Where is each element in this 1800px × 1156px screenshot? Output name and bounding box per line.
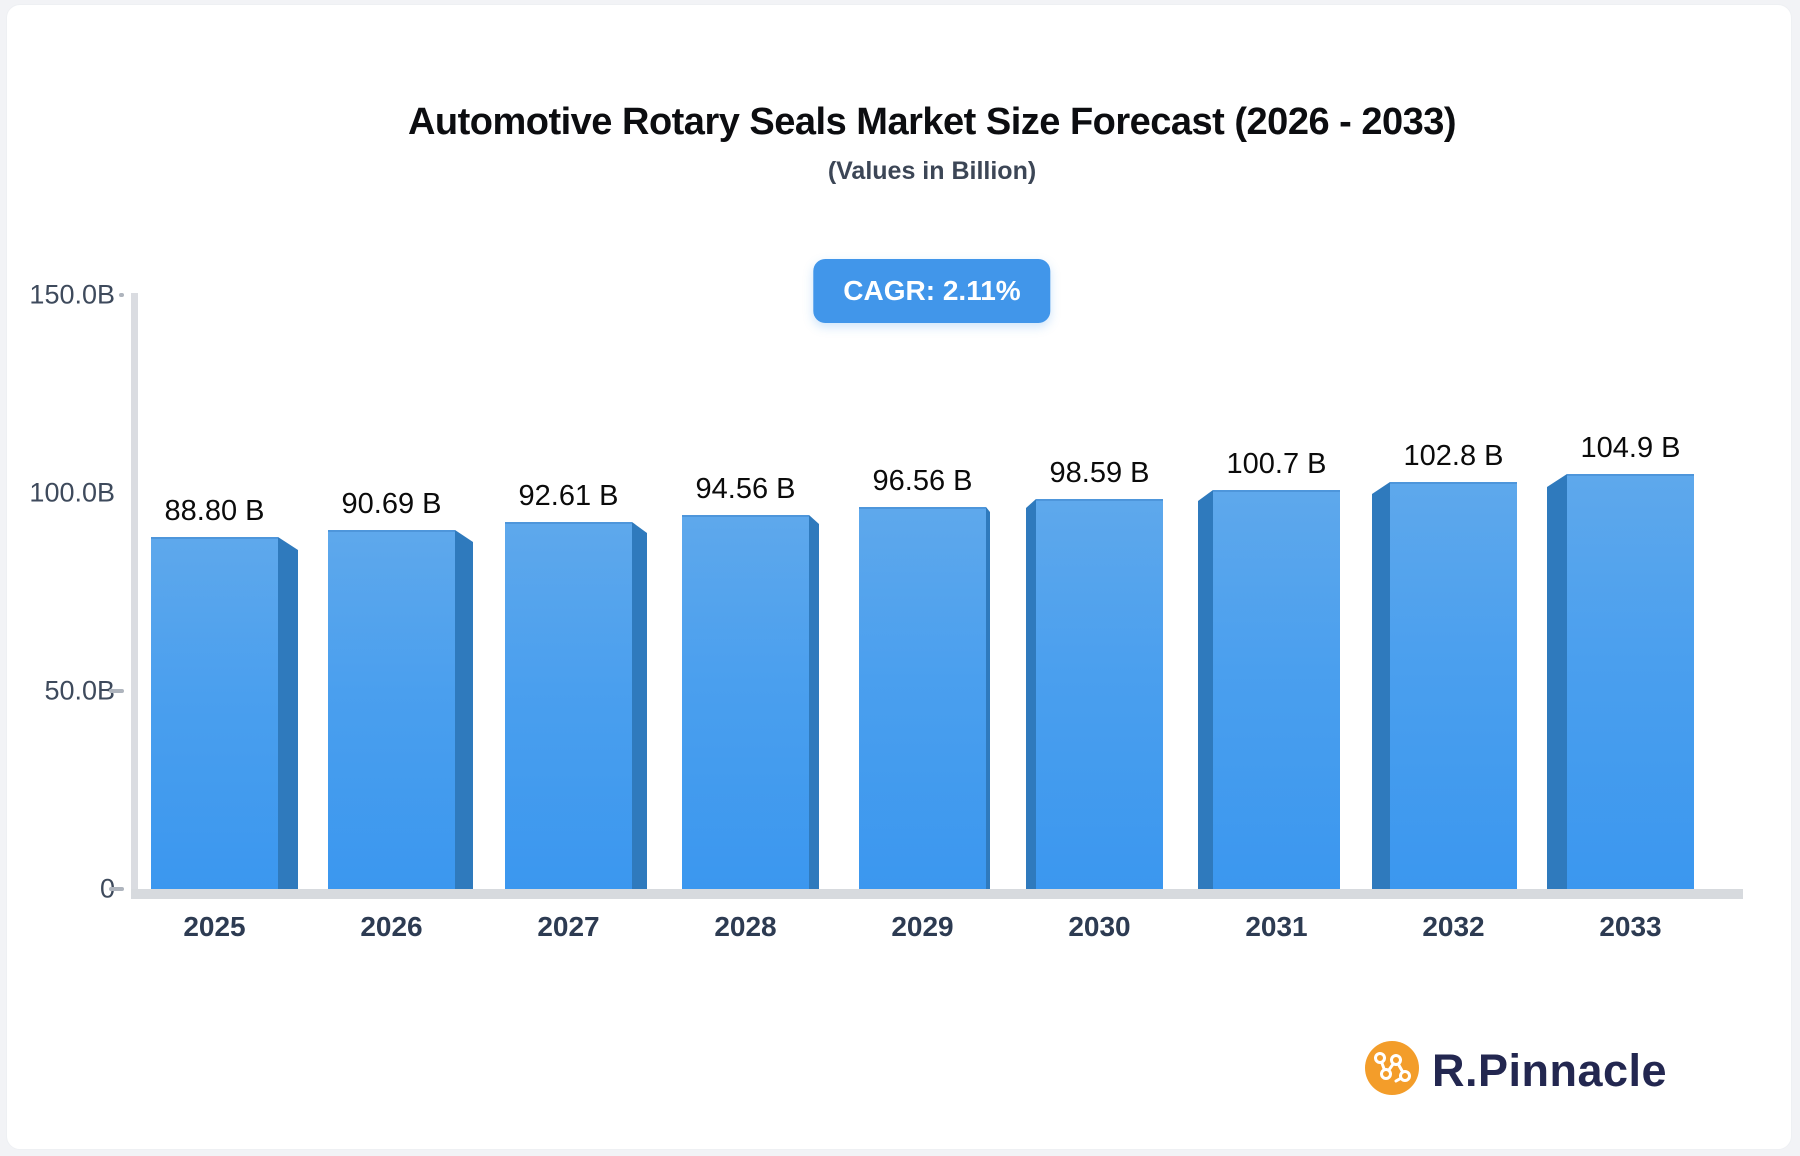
bar-side-2029 [986, 507, 990, 889]
y-tick-label: 0 [99, 873, 115, 904]
x-axis-label: 2025 [183, 911, 246, 942]
bar-2033[interactable] [1567, 474, 1694, 889]
bar-value-label: 88.80 B [164, 495, 265, 527]
y-tick-mark [109, 887, 124, 891]
y-tick-label: 150.0B [29, 279, 115, 310]
bar-side-2033 [1547, 474, 1567, 889]
chart-title: Automotive Rotary Seals Market Size Fore… [407, 101, 1457, 143]
x-axis-label: 2028 [714, 911, 777, 942]
bar-chart-plot-area: 150.0B 100.0B 50.0B 0 88.80 B 2025 90.69 B 2026… [7, 5, 1791, 1149]
bar-2026[interactable] [328, 530, 455, 889]
y-tick-label: 50.0B [44, 675, 115, 706]
network-graph-icon [1365, 1041, 1419, 1100]
bar-value-label: 104.9 B [1580, 432, 1681, 464]
x-axis-label: 2031 [1245, 911, 1308, 942]
y-tick-mark [109, 689, 124, 693]
bar-side-2031 [1198, 490, 1213, 889]
x-axis-label: 2033 [1599, 911, 1662, 942]
bar-2025[interactable] [151, 537, 278, 889]
bar-value-label: 100.7 B [1226, 448, 1327, 480]
bar-value-label: 102.8 B [1403, 440, 1504, 472]
bar-side-2027 [632, 522, 647, 889]
bar-2028[interactable] [682, 515, 809, 889]
bar-side-2032 [1372, 482, 1390, 889]
bar-side-2028 [809, 515, 819, 889]
y-tick-label: 100.0B [29, 477, 115, 508]
x-axis-label: 2030 [1068, 911, 1131, 942]
y-axis-line [131, 293, 138, 899]
bar-2030[interactable] [1036, 499, 1163, 889]
x-axis-label: 2026 [360, 911, 423, 942]
bar-side-2030 [1026, 499, 1036, 889]
x-axis-label: 2029 [891, 911, 954, 942]
x-axis-label: 2032 [1422, 911, 1485, 942]
bar-value-label: 98.59 B [1049, 457, 1150, 489]
x-axis-baseline [131, 889, 1743, 899]
bar-value-label: 92.61 B [518, 480, 619, 512]
brand-name: R.Pinnacle [1432, 1044, 1668, 1096]
brand-logo: R.Pinnacle [1365, 1041, 1667, 1100]
bar-2027[interactable] [505, 522, 632, 889]
cagr-badge: CAGR: 2.11% [813, 259, 1051, 323]
bar-value-label: 90.69 B [341, 488, 442, 520]
bar-side-2026 [455, 530, 473, 889]
bar-value-label: 96.56 B [872, 465, 973, 497]
bar-2031[interactable] [1213, 490, 1340, 889]
y-tick-mark [119, 293, 124, 297]
bar-value-label: 94.56 B [695, 473, 796, 505]
x-axis-label: 2027 [537, 911, 600, 942]
chart-subtitle: (Values in Billion) [827, 157, 1037, 185]
bar-2029[interactable] [859, 507, 986, 889]
bar-side-2025 [278, 537, 298, 889]
chart-card: Automotive Rotary Seals Market Size Fore… [6, 4, 1792, 1150]
bar-2032[interactable] [1390, 482, 1517, 889]
